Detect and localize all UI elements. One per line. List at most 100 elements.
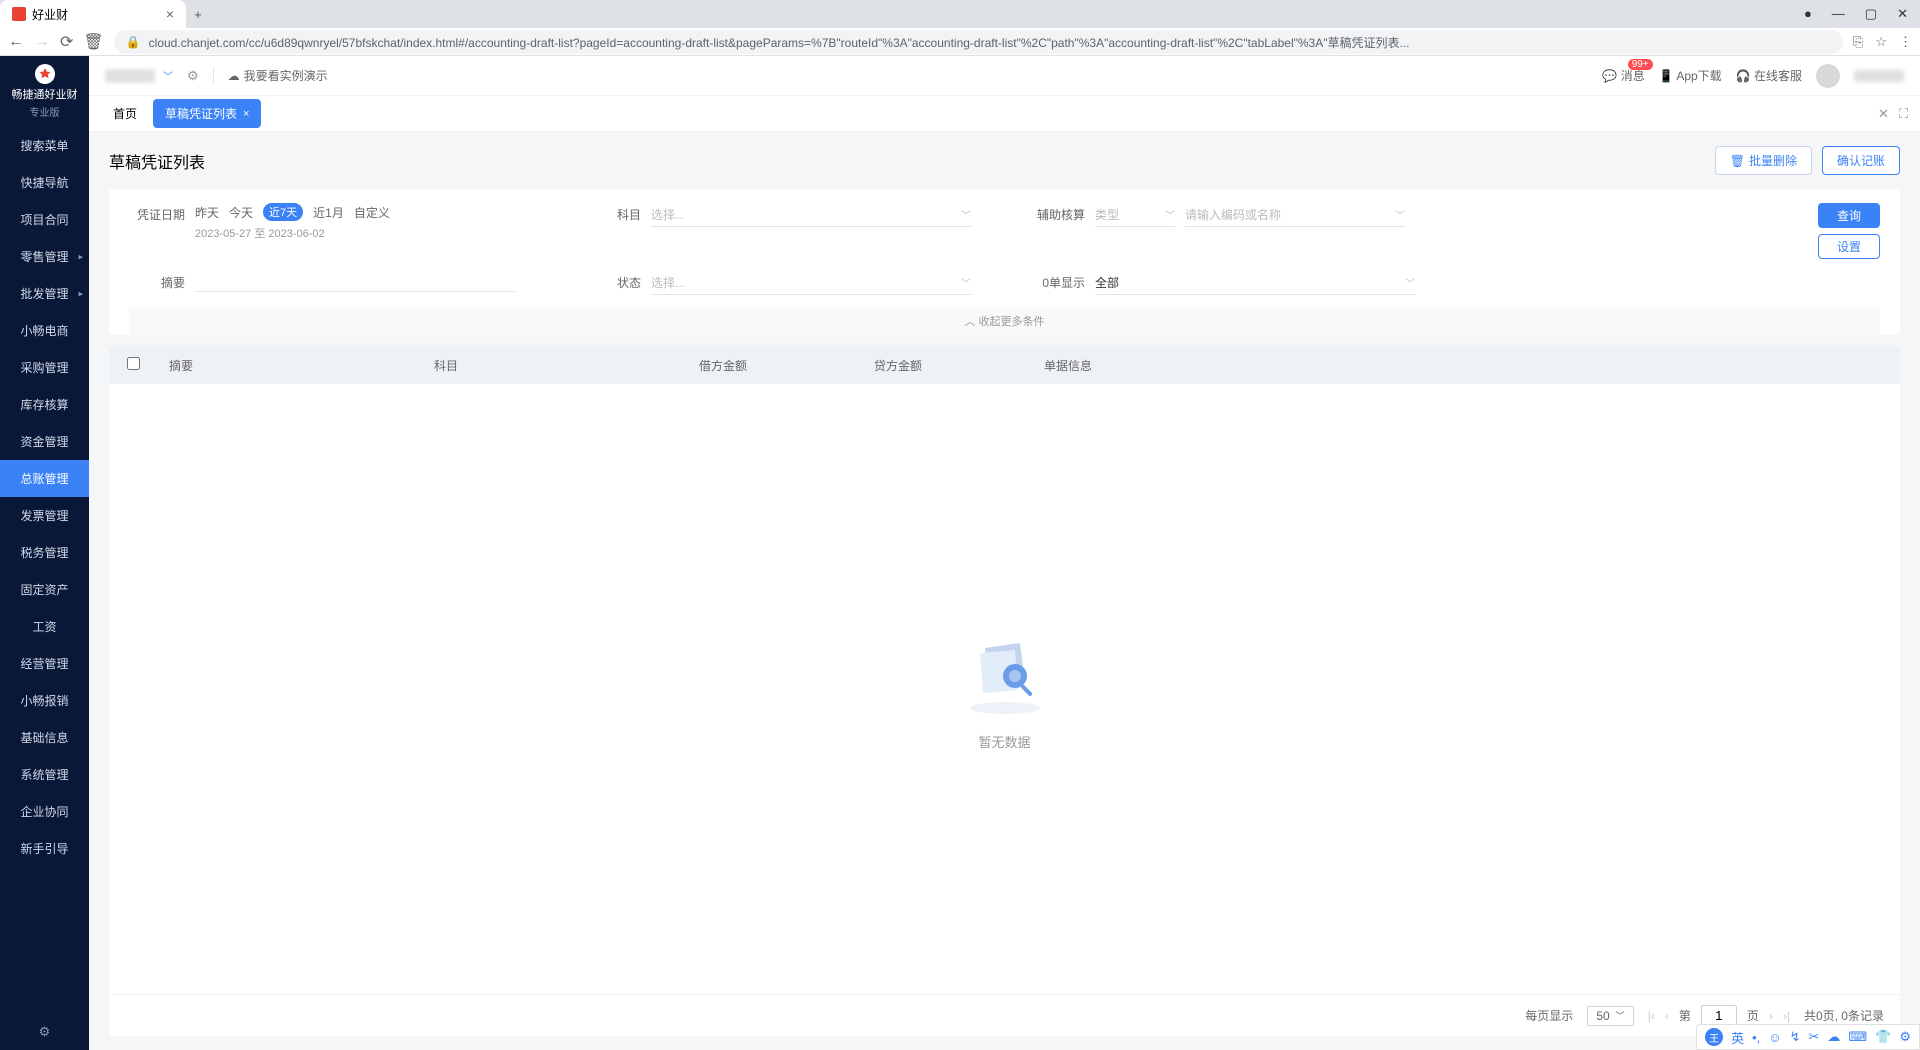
- select-all-checkbox[interactable]: [127, 357, 140, 370]
- table-column-header: 单据信息: [1032, 357, 1372, 374]
- reload-icon[interactable]: ⟳: [60, 32, 73, 52]
- sidebar-item[interactable]: 小畅报销: [0, 682, 89, 719]
- ime-logo-icon[interactable]: 王: [1705, 1028, 1723, 1046]
- url-text: cloud.chanjet.com/cc/u6d89qwnryel/57bfsk…: [149, 34, 1831, 51]
- zero-value: 全部: [1095, 274, 1119, 291]
- brand: 畅捷通好业财 专业版: [0, 56, 89, 127]
- sidebar-item[interactable]: 总账管理: [0, 460, 89, 497]
- per-page-label: 每页显示: [1525, 1007, 1573, 1024]
- sidebar: 畅捷通好业财 专业版 搜索菜单快捷导航项目合同零售管理▸批发管理▸小畅电商采购管…: [0, 56, 89, 1050]
- zero-select[interactable]: 全部 ﹀: [1095, 271, 1415, 295]
- menu-icon[interactable]: ⋮: [1899, 34, 1912, 50]
- forward-icon[interactable]: →: [34, 33, 50, 51]
- sidebar-item[interactable]: 快捷导航: [0, 164, 89, 201]
- fullscreen-icon[interactable]: ⛶: [1899, 106, 1908, 122]
- phone-icon: 📱: [1659, 69, 1674, 83]
- chevron-right-icon: ▸: [78, 251, 83, 262]
- app-download-button[interactable]: 📱 App下载: [1659, 67, 1722, 84]
- tab-title: 好业财: [32, 6, 68, 23]
- install-icon[interactable]: ⎘: [1853, 34, 1863, 50]
- date-option[interactable]: 昨天: [195, 204, 219, 221]
- page-prefix: 第: [1679, 1007, 1691, 1024]
- messages-button[interactable]: 💬 消息 99+: [1602, 67, 1644, 84]
- last-page-icon[interactable]: ›|: [1783, 1009, 1790, 1023]
- sidebar-item[interactable]: 采购管理: [0, 349, 89, 386]
- status-label: 状态: [609, 271, 641, 291]
- sidebar-item[interactable]: 资金管理: [0, 423, 89, 460]
- lock-icon: 🔒: [126, 35, 141, 49]
- ime-emoji-icon[interactable]: ☺: [1768, 1030, 1781, 1045]
- sidebar-item[interactable]: 经营管理: [0, 645, 89, 682]
- ime-tool1-icon[interactable]: ↯: [1790, 1029, 1801, 1045]
- next-page-icon[interactable]: ›: [1769, 1009, 1773, 1023]
- page-tab[interactable]: 草稿凭证列表×: [153, 99, 261, 128]
- page-size-value: 50: [1596, 1009, 1609, 1023]
- page-size-select[interactable]: 50 ﹀: [1587, 1006, 1633, 1026]
- ime-scissors-icon[interactable]: ✂: [1808, 1029, 1819, 1045]
- support-button[interactable]: 🎧 在线客服: [1736, 67, 1802, 84]
- sidebar-item[interactable]: 系统管理: [0, 756, 89, 793]
- new-tab-button[interactable]: +: [186, 7, 210, 22]
- delete-icon[interactable]: 🗑: [83, 32, 103, 52]
- chevron-down-icon: ﹀: [961, 275, 971, 290]
- sidebar-item[interactable]: 固定资产: [0, 571, 89, 608]
- date-option[interactable]: 近7天: [263, 203, 303, 221]
- settings-icon[interactable]: ⚙: [0, 1014, 89, 1050]
- gear-icon[interactable]: ⚙: [187, 68, 199, 84]
- query-button[interactable]: 查询: [1818, 203, 1880, 228]
- zero-label: 0单显示: [1029, 271, 1085, 291]
- account-icon[interactable]: ●: [1804, 6, 1812, 22]
- date-option[interactable]: 今天: [229, 204, 253, 221]
- batch-delete-button[interactable]: 🗑 批量删除: [1715, 146, 1812, 175]
- settings-button[interactable]: 设置: [1818, 234, 1880, 259]
- avatar[interactable]: [1816, 64, 1840, 88]
- prev-page-icon[interactable]: ‹: [1665, 1009, 1669, 1023]
- close-tab-icon[interactable]: ×: [166, 6, 174, 22]
- empty-text: 暂无数据: [978, 732, 1030, 751]
- content: 草稿凭证列表 🗑 批量删除 确认记账 凭证日期 昨天今: [89, 132, 1920, 1050]
- sidebar-item[interactable]: 项目合同: [0, 201, 89, 238]
- back-icon[interactable]: ←: [8, 33, 24, 51]
- sidebar-item[interactable]: 工资: [0, 608, 89, 645]
- demo-link[interactable]: ☁ 我要看实例演示: [213, 67, 328, 84]
- ime-cloud-icon[interactable]: ☁: [1827, 1029, 1840, 1045]
- date-option[interactable]: 自定义: [354, 204, 390, 221]
- minimize-icon[interactable]: —: [1832, 6, 1845, 22]
- page-number-input[interactable]: [1701, 1005, 1737, 1026]
- sidebar-item[interactable]: 零售管理▸: [0, 238, 89, 275]
- sidebar-item[interactable]: 企业协同: [0, 793, 89, 830]
- ime-settings-icon[interactable]: ⚙: [1899, 1029, 1911, 1045]
- aux-code-input[interactable]: 请输入编码或名称 ﹀: [1185, 203, 1405, 227]
- sidebar-item[interactable]: 税务管理: [0, 534, 89, 571]
- subject-select[interactable]: 选择... ﹀: [651, 203, 971, 227]
- close-all-tabs-icon[interactable]: ✕: [1878, 106, 1889, 122]
- aux-type-select[interactable]: 类型 ﹀: [1095, 203, 1175, 227]
- date-label: 凭证日期: [129, 203, 185, 223]
- page-tab[interactable]: 首页: [101, 99, 149, 128]
- star-icon[interactable]: ☆: [1875, 34, 1887, 50]
- ime-lang[interactable]: 英: [1731, 1028, 1744, 1047]
- sidebar-item[interactable]: 批发管理▸: [0, 275, 89, 312]
- maximize-icon[interactable]: ▢: [1865, 6, 1877, 22]
- browser-tab[interactable]: 好业财 ×: [0, 0, 186, 28]
- org-selector[interactable]: ﹀: [105, 68, 173, 83]
- summary-input[interactable]: [195, 271, 515, 292]
- close-tab-icon[interactable]: ×: [243, 108, 249, 120]
- sidebar-item[interactable]: 搜索菜单: [0, 127, 89, 164]
- url-field[interactable]: 🔒 cloud.chanjet.com/cc/u6d89qwnryel/57bf…: [114, 30, 1843, 54]
- ime-keyboard-icon[interactable]: ⌨: [1848, 1029, 1867, 1045]
- status-select[interactable]: 选择... ﹀: [651, 271, 971, 295]
- ime-skin-icon[interactable]: 👕: [1875, 1029, 1891, 1045]
- date-option[interactable]: 近1月: [313, 204, 344, 221]
- collapse-filters[interactable]: ︿ 收起更多条件: [129, 307, 1880, 335]
- confirm-post-button[interactable]: 确认记账: [1822, 146, 1900, 175]
- sidebar-item[interactable]: 小畅电商: [0, 312, 89, 349]
- sidebar-item[interactable]: 新手引导: [0, 830, 89, 867]
- empty-icon: [955, 628, 1055, 718]
- sidebar-item[interactable]: 库存核算: [0, 386, 89, 423]
- first-page-icon[interactable]: |‹: [1648, 1009, 1655, 1023]
- sidebar-item[interactable]: 基础信息: [0, 719, 89, 756]
- sidebar-item[interactable]: 发票管理: [0, 497, 89, 534]
- close-window-icon[interactable]: ✕: [1897, 6, 1908, 22]
- ime-punct-icon[interactable]: •,: [1752, 1030, 1760, 1045]
